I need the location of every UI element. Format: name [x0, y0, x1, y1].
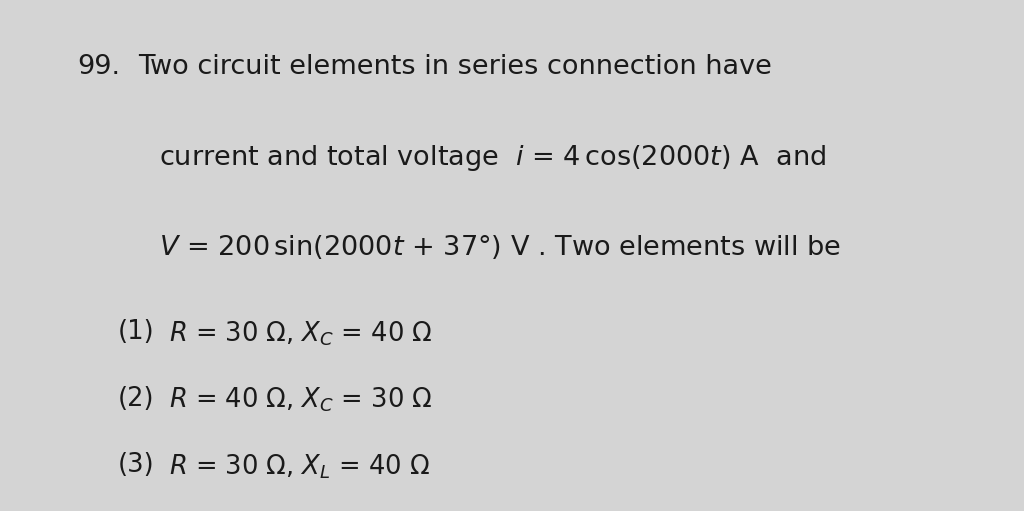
Text: $R$ = 30 Ω, $X_C$ = 40 Ω: $R$ = 30 Ω, $X_C$ = 40 Ω: [169, 319, 432, 348]
Text: $R$ = 30 Ω, $X_L$ = 40 Ω: $R$ = 30 Ω, $X_L$ = 40 Ω: [169, 452, 430, 481]
Text: (2): (2): [118, 386, 155, 412]
Text: Two circuit elements in series connection have: Two circuit elements in series connectio…: [138, 54, 772, 80]
Text: (3): (3): [118, 452, 155, 478]
Text: $V$ = 200$\,$sin(2000$t$ + 37°) V . Two elements will be: $V$ = 200$\,$sin(2000$t$ + 37°) V . Two …: [159, 233, 841, 261]
Text: $R$ = 40 Ω, $X_C$ = 30 Ω: $R$ = 40 Ω, $X_C$ = 30 Ω: [169, 386, 432, 414]
Text: 99.: 99.: [77, 54, 120, 80]
Text: current and total voltage  $i$ = 4$\,$cos(2000$t$) A  and: current and total voltage $i$ = 4$\,$cos…: [159, 143, 825, 173]
Text: (1): (1): [118, 319, 155, 345]
